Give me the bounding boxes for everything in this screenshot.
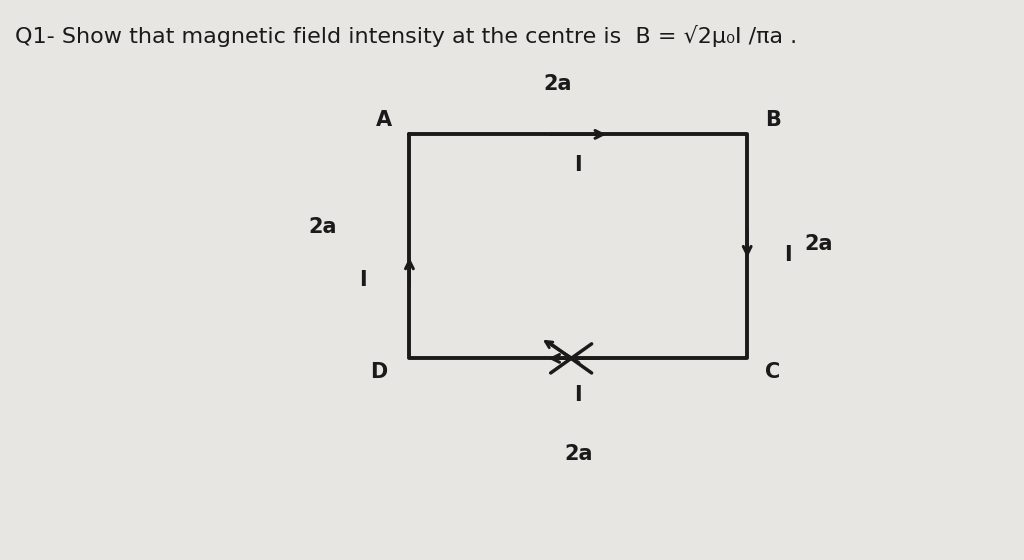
- Text: 2a: 2a: [308, 217, 337, 237]
- Text: I: I: [359, 270, 368, 290]
- Text: 2a: 2a: [544, 74, 572, 94]
- Text: B: B: [765, 110, 780, 130]
- Text: Q1- Show that magnetic field intensity at the centre is  B = √2μ₀I /πa .: Q1- Show that magnetic field intensity a…: [15, 25, 798, 48]
- Text: 2a: 2a: [564, 444, 593, 464]
- Text: I: I: [574, 155, 582, 175]
- Text: A: A: [376, 110, 392, 130]
- Text: D: D: [370, 362, 387, 382]
- Text: C: C: [765, 362, 780, 382]
- Text: I: I: [574, 385, 582, 405]
- Text: 2a: 2a: [805, 234, 834, 254]
- Text: I: I: [784, 245, 792, 265]
